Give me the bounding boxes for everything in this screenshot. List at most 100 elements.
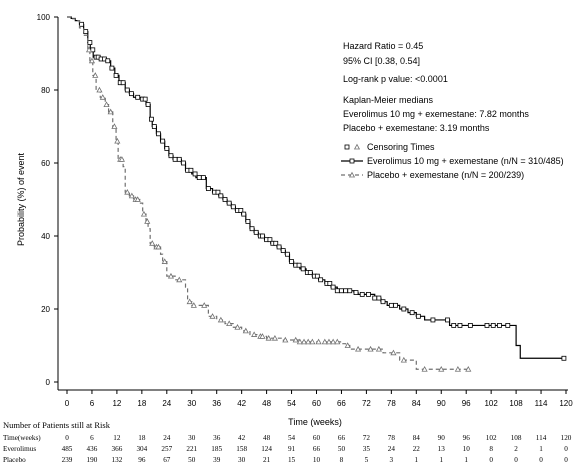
risk-cell: 1 xyxy=(464,456,468,464)
censor-marker xyxy=(451,323,457,328)
risk-cell: 132 xyxy=(112,456,123,464)
censor-marker xyxy=(176,156,182,162)
risk-cell: 2 xyxy=(514,445,518,453)
censor-marker xyxy=(129,91,134,97)
risk-cell: 485 xyxy=(62,445,73,453)
risk-cell: 67 xyxy=(163,456,171,464)
censor-marker xyxy=(561,355,567,361)
censor-marker xyxy=(245,218,251,224)
risk-row-label: Everolimus xyxy=(3,445,36,453)
risk-cell: 5 xyxy=(365,456,369,464)
censor-marker xyxy=(181,160,186,166)
legend: Censoring Times Everolimus 10 mg + exemes… xyxy=(341,142,564,180)
x-tick-label: 0 xyxy=(65,399,70,408)
censor-marker xyxy=(200,175,206,181)
censor-marker xyxy=(215,189,221,195)
censor-marker xyxy=(251,331,258,337)
censor-marker xyxy=(315,338,322,345)
censor-marker xyxy=(467,323,473,328)
censor-marker xyxy=(176,276,183,283)
censor-marker xyxy=(284,251,290,257)
risk-cell: 50 xyxy=(338,445,346,453)
x-tick-label: 90 xyxy=(437,399,446,408)
censor-marker xyxy=(289,259,294,264)
censor-marker xyxy=(230,204,236,210)
risk-cell: 36 xyxy=(213,434,221,442)
x-tick-label: 102 xyxy=(484,399,498,408)
censor-marker xyxy=(307,270,313,275)
censor-marker xyxy=(88,57,96,64)
censor-marker xyxy=(330,284,336,290)
risk-cell: 114 xyxy=(536,434,547,442)
censor-marker xyxy=(300,338,308,345)
risk-cell: 21 xyxy=(263,456,271,464)
risk-cell: 8 xyxy=(340,456,344,464)
censor-marker xyxy=(327,281,333,286)
risk-cell: 78 xyxy=(388,434,396,442)
censor-marker xyxy=(409,310,415,316)
censor-marker xyxy=(344,342,351,348)
annotation-line: Placebo + exemestane: 3.19 months xyxy=(343,123,490,133)
censor-marker xyxy=(238,208,244,213)
x-tick-label: 60 xyxy=(312,399,321,408)
censor-marker xyxy=(484,323,490,328)
risk-cell: 108 xyxy=(511,434,522,442)
censor-marker xyxy=(318,277,324,283)
risk-cell: 72 xyxy=(363,434,371,442)
censor-marker xyxy=(222,197,228,202)
series-layer xyxy=(67,16,567,372)
x-tick-label: 54 xyxy=(287,399,296,408)
legend-label: Censoring Times xyxy=(367,142,435,152)
x-tick-label: 114 xyxy=(535,399,548,408)
placebo-series xyxy=(67,16,472,372)
legend-marker-triangle xyxy=(348,171,356,178)
risk-row: Time(weeks) 0 6 12 18 24 30 36 42 48 54 60 66 72 78 84 9… xyxy=(3,434,572,442)
risk-cell: 15 xyxy=(288,456,296,464)
risk-cell: 239 xyxy=(62,456,73,464)
x-tick-label: 12 xyxy=(112,399,121,408)
risk-cell: 96 xyxy=(463,434,471,442)
y-axis-title: Probability (%) of event xyxy=(16,152,26,246)
censor-marker xyxy=(99,94,106,100)
censor-marker xyxy=(234,324,241,330)
y-tick-label: 0 xyxy=(46,378,51,387)
legend-label: Everolimus 10 mg + exemestane (n/N = 310… xyxy=(367,156,564,166)
risk-cell: 96 xyxy=(138,456,146,464)
censor-marker xyxy=(292,336,299,343)
risk-table: Number of Patients still at Risk Time(wee… xyxy=(3,420,572,464)
x-tick-label: 72 xyxy=(362,399,371,408)
legend-marker-square xyxy=(349,158,355,164)
y-tick-label: 80 xyxy=(41,86,50,95)
censor-marker xyxy=(164,145,170,151)
censor-marker xyxy=(273,240,279,246)
risk-cell: 13 xyxy=(438,445,446,453)
censor-marker xyxy=(325,338,333,345)
censor-marker xyxy=(321,338,328,345)
censor-marker xyxy=(260,233,265,239)
censor-marker xyxy=(151,124,157,129)
risk-cell: 35 xyxy=(363,445,371,453)
censor-marker xyxy=(457,323,463,328)
censor-marker xyxy=(241,211,247,217)
censor-marker xyxy=(367,345,374,352)
risk-cell: 221 xyxy=(186,445,197,453)
legend-marker-square xyxy=(344,144,350,150)
x-tick-label: 30 xyxy=(187,399,196,408)
censor-marker xyxy=(205,186,211,191)
censor-marker xyxy=(85,46,93,53)
censor-marker xyxy=(366,291,371,297)
censor-marker xyxy=(79,21,84,27)
censor-marker xyxy=(343,288,349,294)
risk-cell: 0 xyxy=(514,456,518,464)
censor-marker xyxy=(454,365,461,372)
censor-marker xyxy=(276,244,282,250)
censor-marker xyxy=(188,167,194,173)
censor-marker xyxy=(149,240,156,246)
y-tick-label: 20 xyxy=(41,305,50,314)
legend-label: Placebo + exemestane (n/N = 200/239) xyxy=(367,170,524,180)
censor-marker xyxy=(314,273,320,279)
risk-row: Placebo 239 190 132 96 67 50 39 30 21 15 10 8 5 3 1 1 1 0 0… xyxy=(3,456,568,464)
risk-cell: 90 xyxy=(438,434,446,442)
axes: 0 20 40 60 80 100 0 6 12 18 24 30 36 42 48 54 60 66 72 78 84… xyxy=(16,13,573,427)
